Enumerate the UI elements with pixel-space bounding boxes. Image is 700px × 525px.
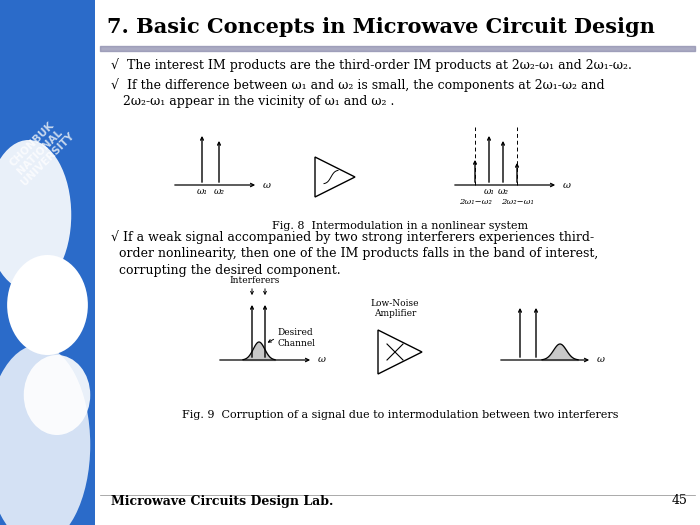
Text: Desired
Channel: Desired Channel [277, 328, 315, 348]
Text: 2ω₁−ω₂: 2ω₁−ω₂ [458, 198, 491, 206]
Text: √  The interest IM products are the third-order IM products at 2ω₂-ω₁ and 2ω₁-ω₂: √ The interest IM products are the third… [111, 58, 632, 72]
Text: corrupting the desired component.: corrupting the desired component. [111, 264, 341, 277]
Text: Low-Noise
Amplifier: Low-Noise Amplifier [371, 299, 419, 318]
Ellipse shape [0, 345, 90, 525]
Text: Fig. 9  Corruption of a signal due to intermodulation between two interferers: Fig. 9 Corruption of a signal due to int… [182, 410, 618, 420]
Text: √  If the difference between ω₁ and ω₂ is small, the components at 2ω₁-ω₂ and: √ If the difference between ω₁ and ω₂ is… [111, 78, 605, 92]
Text: CHONBUK
NATIONAL
UNIVERSITY: CHONBUK NATIONAL UNIVERSITY [4, 116, 76, 187]
Text: Fig. 8  Intermodulation in a nonlinear system: Fig. 8 Intermodulation in a nonlinear sy… [272, 221, 528, 231]
Text: ω₂: ω₂ [498, 187, 508, 196]
Text: ω₂: ω₂ [214, 187, 225, 196]
Text: ω: ω [318, 355, 326, 364]
Text: 2ω₂-ω₁ appear in the vicinity of ω₁ and ω₂ .: 2ω₂-ω₁ appear in the vicinity of ω₁ and … [111, 95, 394, 108]
Text: ω₁: ω₁ [197, 187, 207, 196]
Ellipse shape [0, 140, 71, 290]
Text: ω₁: ω₁ [484, 187, 494, 196]
Text: √ If a weak signal accompanied by two strong interferers experiences third-: √ If a weak signal accompanied by two st… [111, 230, 594, 244]
Ellipse shape [24, 355, 90, 435]
Text: order nonlinearity, then one of the IM products falls in the band of interest,: order nonlinearity, then one of the IM p… [111, 247, 598, 260]
Text: Microwave Circuits Design Lab.: Microwave Circuits Design Lab. [111, 495, 333, 508]
Text: 7. Basic Concepts in Microwave Circuit Design: 7. Basic Concepts in Microwave Circuit D… [107, 17, 655, 37]
Text: ω: ω [263, 181, 271, 190]
Ellipse shape [7, 255, 88, 355]
Text: ω: ω [597, 355, 605, 364]
Text: Interferers: Interferers [230, 276, 280, 285]
Text: 45: 45 [672, 495, 688, 508]
Text: ω: ω [563, 181, 571, 190]
Text: 2ω₂−ω₁: 2ω₂−ω₁ [500, 198, 533, 206]
Bar [0, 0, 95, 525]
